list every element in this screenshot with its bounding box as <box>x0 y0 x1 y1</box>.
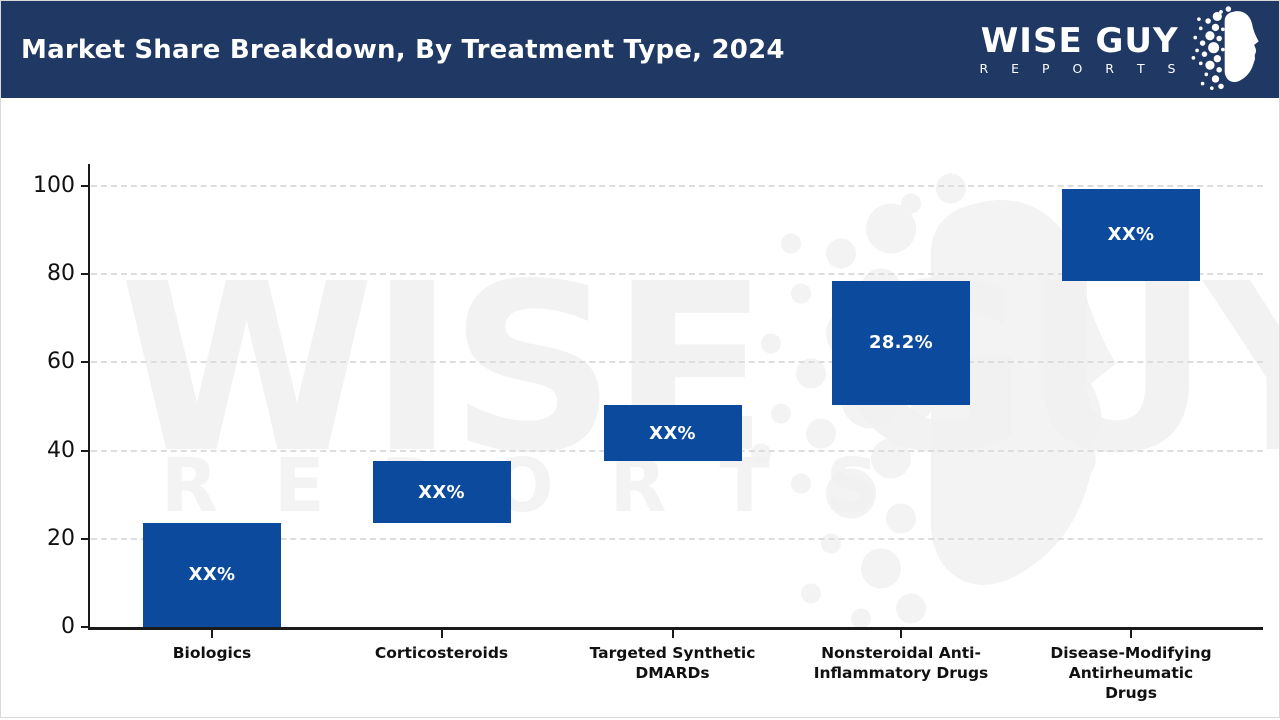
x-category-label: Biologics <box>172 644 252 662</box>
y-tick-label: 60 <box>47 349 75 375</box>
x-tick-mark <box>1130 630 1132 638</box>
bar-value-label: XX% <box>649 422 696 444</box>
y-tick-label: 80 <box>47 261 75 287</box>
bar-value-label: XX% <box>188 564 236 586</box>
page-title: Market Share Breakdown, By Treatment Typ… <box>21 34 785 65</box>
x-axis-line <box>88 627 1263 630</box>
bar-value-label: 28.2% <box>869 332 933 354</box>
bar-biologics: XX% <box>143 522 281 627</box>
x-category-label: Disease-Modifying Antirheumatic Drugs <box>1050 644 1212 703</box>
gridline-100 <box>91 185 1263 187</box>
y-tick-mark <box>81 273 89 276</box>
header: Market Share Breakdown, By Treatment Typ… <box>1 1 1279 98</box>
y-tick-label: 100 <box>33 173 75 198</box>
bar-corticosteroids: XX% <box>372 461 511 523</box>
y-tick-label: 0 <box>61 614 75 639</box>
x-tick-mark <box>900 630 902 638</box>
gridline-80 <box>91 273 1263 276</box>
gridline-20 <box>91 537 1263 540</box>
wiseguy-logo: WISE GUY R E P O R T S <box>974 5 1267 94</box>
bar-targeted-synthetic-dmards: XX% <box>603 405 742 462</box>
gridline-60 <box>91 361 1263 364</box>
x-tick-mark <box>440 630 443 638</box>
logo-wiseguy-label: WISE GUY <box>980 20 1179 61</box>
logo-reports-label: R E P O R T S <box>979 60 1185 76</box>
y-tick-mark <box>81 185 89 187</box>
bar-disease-modifying-antirheumatic-drugs: XX% <box>1062 189 1200 281</box>
y-axis-line <box>88 164 90 629</box>
x-tick-mark <box>211 630 213 638</box>
bar-value-label: XX% <box>1107 224 1155 246</box>
x-tick-mark <box>671 630 674 638</box>
y-tick-mark <box>81 449 89 452</box>
y-tick-mark <box>81 626 89 628</box>
bar-nonsteroidal-anti-inflammatory-drugs: 28.2% <box>832 280 970 406</box>
x-category-label: Nonsteroidal Anti- Inflammatory Drugs <box>813 644 989 683</box>
y-tick-label: 20 <box>47 525 75 551</box>
y-tick-label: 40 <box>47 437 75 463</box>
x-category-label: Targeted Synthetic DMARDs <box>589 644 756 683</box>
dotted-head-profile-icon <box>1191 5 1259 90</box>
y-tick-mark <box>81 361 89 364</box>
x-category-label: Corticosteroids <box>374 644 509 662</box>
bar-value-label: XX% <box>418 481 465 503</box>
logo-text: WISE GUY R E P O R T S <box>974 24 1185 76</box>
y-tick-mark <box>81 537 89 540</box>
